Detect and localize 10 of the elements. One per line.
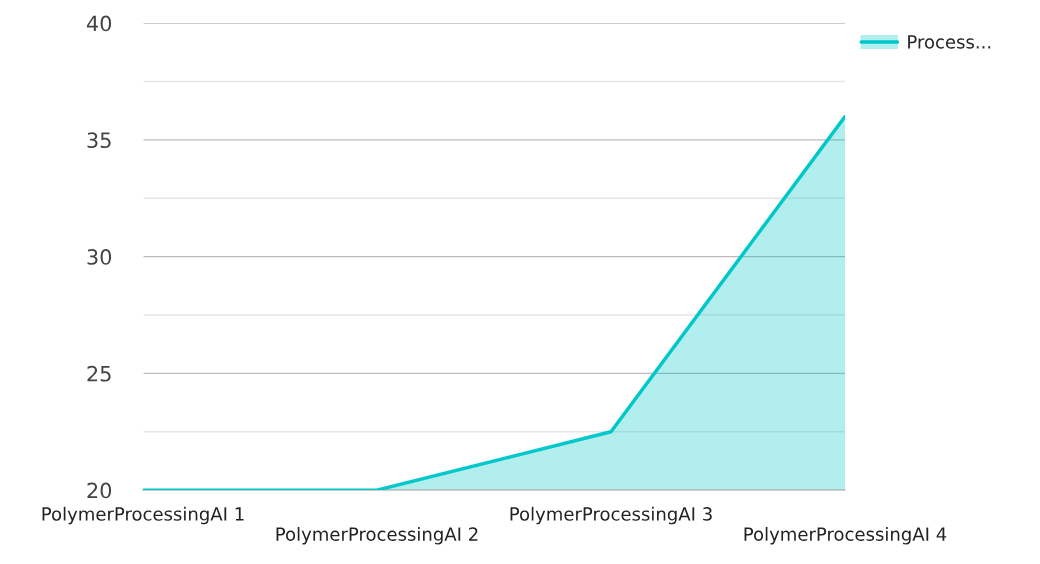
y-tick-label: 40: [86, 15, 112, 32]
y-tick-label: 20: [87, 482, 112, 499]
y-tick-label: 25: [87, 365, 111, 382]
x-tick-label: PolymerProcessingAI 3: [510, 506, 712, 525]
x-tick-label: PolymerProcessingAI 2: [276, 527, 478, 545]
y-tick-label: 35: [87, 132, 111, 149]
x-tick-label: PolymerProcessingAI 4: [744, 527, 947, 545]
legend-label: Process...: [908, 35, 991, 49]
y-tick-label: 30: [87, 249, 112, 265]
x-tick-label: PolymerProcessingAI 1: [42, 506, 244, 525]
